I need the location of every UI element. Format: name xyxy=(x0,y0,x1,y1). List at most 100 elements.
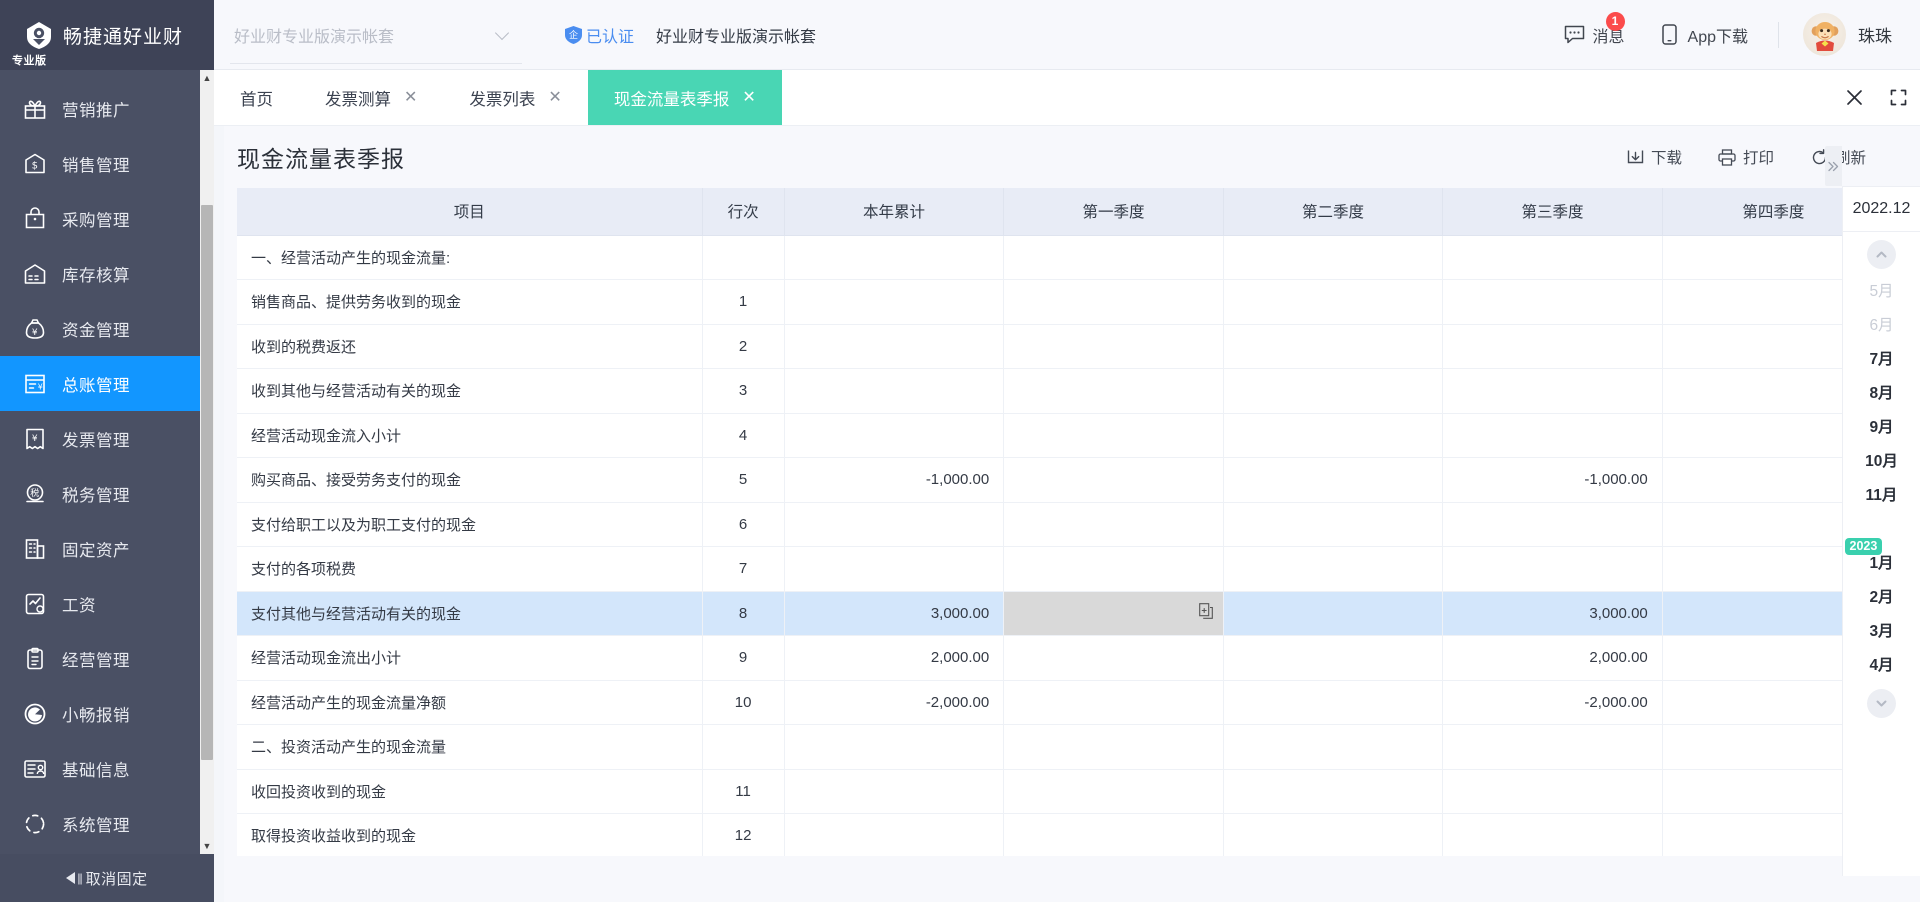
cell-q1[interactable] xyxy=(1003,724,1224,770)
table-row[interactable]: 经营活动现金流出小计 9 2,000.00 2,000.00 xyxy=(237,635,1884,681)
table-row[interactable]: 经营活动现金流入小计 4 xyxy=(237,413,1884,458)
cell-q2[interactable] xyxy=(1223,591,1444,636)
cell-line-no[interactable]: 7 xyxy=(702,546,785,592)
cell-line-no[interactable]: 2 xyxy=(702,324,785,369)
cell-q1[interactable] xyxy=(1003,235,1224,280)
cell-ytd[interactable] xyxy=(784,813,1005,856)
table-row[interactable]: 支付给职工以及为职工支付的现金 6 xyxy=(237,502,1884,547)
tab-close-icon[interactable]: ✕ xyxy=(548,88,562,106)
cell-q2[interactable] xyxy=(1223,635,1444,681)
cell-item[interactable]: 支付给职工以及为职工支付的现金 xyxy=(237,502,703,547)
month-item-8月[interactable]: 8月 xyxy=(1843,377,1920,411)
sidebar-collapse-button[interactable]: || 取消固定 xyxy=(0,854,214,902)
scroll-down-arrow[interactable]: ▼ xyxy=(202,841,212,851)
cell-line-no[interactable]: 11 xyxy=(702,769,785,814)
cell-ytd[interactable]: -1,000.00 xyxy=(784,457,1005,503)
messages-button[interactable]: 消息 1 xyxy=(1564,11,1625,47)
table-row[interactable]: 销售商品、提供劳务收到的现金 1 xyxy=(237,279,1884,325)
cell-q3[interactable] xyxy=(1442,502,1663,547)
cell-q2[interactable] xyxy=(1223,457,1444,503)
cell-item[interactable]: 销售商品、提供劳务收到的现金 xyxy=(237,279,703,325)
cell-ytd[interactable] xyxy=(784,769,1005,814)
sidebar-item-12[interactable]: 经营管理 xyxy=(0,631,214,686)
period-panel-collapse-button[interactable] xyxy=(1825,146,1842,186)
table-row[interactable]: 收回投资收到的现金 11 xyxy=(237,769,1884,814)
scroll-up-arrow[interactable]: ▲ xyxy=(202,73,212,83)
cell-line-no[interactable] xyxy=(702,235,785,280)
cell-item[interactable]: 经营活动现金流入小计 xyxy=(237,413,703,458)
cell-q1[interactable] xyxy=(1003,413,1224,458)
cell-q3[interactable] xyxy=(1442,546,1663,592)
print-button[interactable]: 打印 xyxy=(1718,146,1774,168)
cell-ytd[interactable]: -2,000.00 xyxy=(784,680,1005,725)
cell-q2[interactable] xyxy=(1223,680,1444,725)
cell-line-no[interactable]: 1 xyxy=(702,279,785,325)
user-menu[interactable]: 珠珠 xyxy=(1803,13,1892,56)
tab-4[interactable]: 现金流量表季报 ✕ xyxy=(587,70,782,125)
sidebar-item-10[interactable]: 固定资产 xyxy=(0,521,214,576)
cell-q2[interactable] xyxy=(1223,769,1444,814)
chevron-up-circle-icon[interactable] xyxy=(1867,240,1896,269)
cell-q3[interactable]: -2,000.00 xyxy=(1442,680,1663,725)
cell-q1[interactable] xyxy=(1003,813,1224,856)
cell-q3[interactable] xyxy=(1442,324,1663,369)
cell-ytd[interactable] xyxy=(784,368,1005,414)
month-item-2月[interactable]: 2月 xyxy=(1843,581,1920,615)
cell-q2[interactable] xyxy=(1223,502,1444,547)
cell-item[interactable]: 经营活动产生的现金流量净额 xyxy=(237,680,703,725)
sidebar-item-8[interactable]: ¥ 发票管理 xyxy=(0,411,214,466)
table-row[interactable]: 一、经营活动产生的现金流量: xyxy=(237,235,1884,280)
refresh-button[interactable]: 刷新 xyxy=(1810,146,1866,168)
cell-line-no[interactable]: 9 xyxy=(702,635,785,681)
table-row[interactable]: 二、投资活动产生的现金流量 xyxy=(237,724,1884,770)
cell-item[interactable]: 收到其他与经营活动有关的现金 xyxy=(237,368,703,414)
app-download-button[interactable]: App下载 xyxy=(1659,23,1748,47)
tab-1[interactable]: 首页 xyxy=(214,70,299,125)
copy-cell-icon[interactable] xyxy=(1198,603,1213,623)
sidebar-item-2[interactable]: 营销推广 xyxy=(0,81,214,136)
cell-item[interactable]: 取得投资收益收到的现金 xyxy=(237,813,703,856)
cell-ytd[interactable] xyxy=(784,546,1005,592)
month-item-6月[interactable]: 6月 xyxy=(1843,309,1920,343)
cell-q2[interactable] xyxy=(1223,413,1444,458)
cell-item[interactable]: 收到的税费返还 xyxy=(237,324,703,369)
cell-item[interactable]: 购买商品、接受劳务支付的现金 xyxy=(237,457,703,503)
cell-q1[interactable] xyxy=(1003,457,1224,503)
cell-line-no[interactable]: 4 xyxy=(702,413,785,458)
cell-q3[interactable] xyxy=(1442,413,1663,458)
cell-line-no[interactable]: 6 xyxy=(702,502,785,547)
sidebar-item-6[interactable]: ¥ 资金管理 xyxy=(0,301,214,356)
cell-line-no[interactable] xyxy=(702,724,785,770)
cell-item[interactable]: 支付的各项税费 xyxy=(237,546,703,592)
cell-q3[interactable] xyxy=(1442,724,1663,770)
tab-close-icon[interactable]: ✕ xyxy=(404,88,418,106)
cell-q3[interactable] xyxy=(1442,769,1663,814)
cell-q3[interactable]: 2,000.00 xyxy=(1442,635,1663,681)
cell-q3[interactable] xyxy=(1442,813,1663,856)
table-column-header-5[interactable]: 第二季度 xyxy=(1223,188,1444,236)
cell-ytd[interactable]: 2,000.00 xyxy=(784,635,1005,681)
cell-item[interactable]: 二、投资活动产生的现金流量 xyxy=(237,724,703,770)
cell-ytd[interactable] xyxy=(784,324,1005,369)
month-item-10月[interactable]: 10月 xyxy=(1843,445,1920,479)
table-row[interactable]: 取得投资收益收到的现金 12 xyxy=(237,813,1884,856)
sidebar-item-13[interactable]: 小畅报销 xyxy=(0,686,214,741)
cell-ytd[interactable] xyxy=(784,413,1005,458)
close-all-tabs-button[interactable] xyxy=(1832,70,1876,125)
cell-q2[interactable] xyxy=(1223,546,1444,592)
cell-q2[interactable] xyxy=(1223,368,1444,414)
download-button[interactable]: 下载 xyxy=(1626,146,1682,168)
table-row[interactable]: 支付的各项税费 7 xyxy=(237,546,1884,592)
month-item-5月[interactable]: 5月 xyxy=(1843,275,1920,309)
cell-q1[interactable] xyxy=(1003,546,1224,592)
sidebar-scroll-thumb[interactable] xyxy=(201,205,213,760)
month-item-9月[interactable]: 9月 xyxy=(1843,411,1920,445)
cell-line-no[interactable]: 5 xyxy=(702,457,785,503)
table-column-header-2[interactable]: 行次 xyxy=(702,188,785,236)
table-row[interactable]: 购买商品、接受劳务支付的现金 5 -1,000.00 -1,000.00 xyxy=(237,457,1884,503)
cell-q3[interactable]: -1,000.00 xyxy=(1442,457,1663,503)
table-row[interactable]: 支付其他与经营活动有关的现金 8 3,000.00 3,000.00 xyxy=(237,591,1884,636)
cell-ytd[interactable] xyxy=(784,279,1005,325)
cell-q3[interactable] xyxy=(1442,235,1663,280)
cell-q2[interactable] xyxy=(1223,279,1444,325)
